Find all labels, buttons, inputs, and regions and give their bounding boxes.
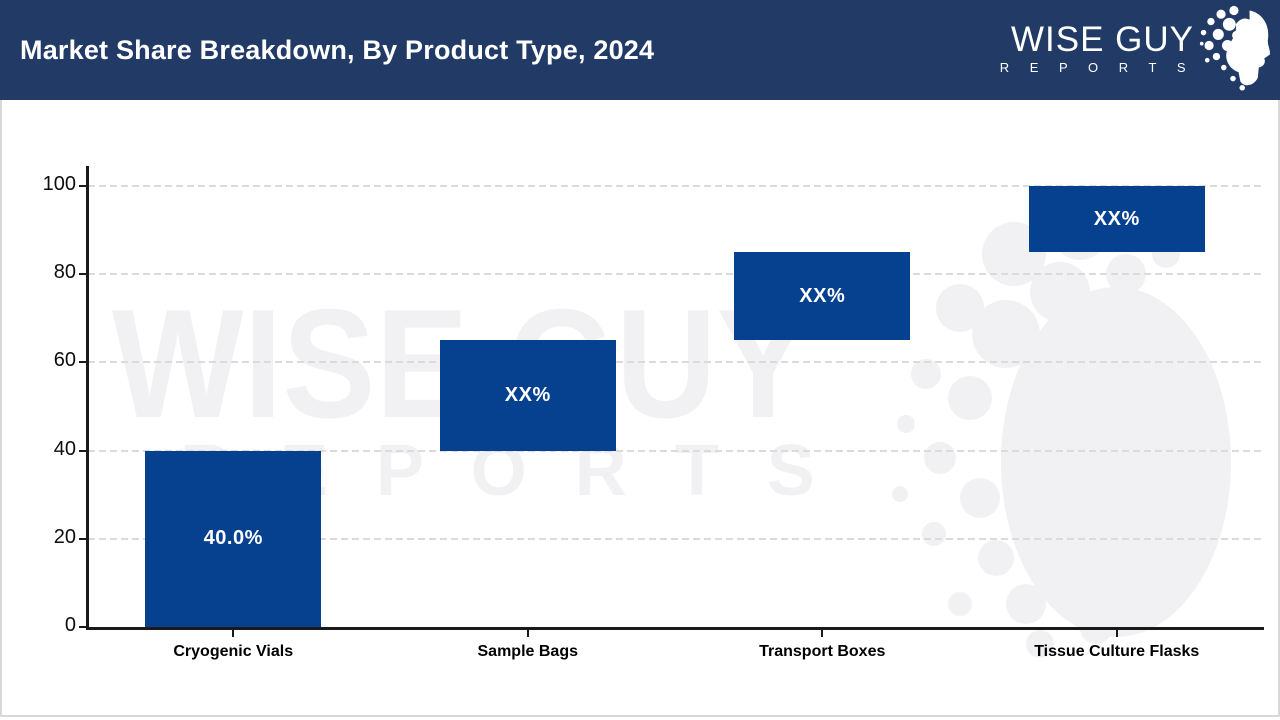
- x-category-label: Tissue Culture Flasks: [1034, 643, 1200, 660]
- y-tick-mark: [79, 449, 86, 452]
- y-tick-label: 80: [53, 261, 76, 284]
- bar-value-label: XX%: [799, 284, 846, 307]
- bar: XX%: [734, 252, 911, 341]
- bar: 40.0%: [145, 450, 322, 627]
- y-tick-label: 0: [64, 614, 76, 636]
- x-tick-mark: [821, 629, 824, 637]
- y-tick-mark: [79, 273, 86, 276]
- gridline: [88, 361, 1264, 364]
- chart-area: WISE GUY R E P O R T S 0 20 40 60 80 100 40.0%…: [0, 100, 1280, 717]
- gridline: [88, 273, 1264, 276]
- bar-value-label: XX%: [1093, 207, 1140, 230]
- y-tick-label: 40: [53, 437, 76, 460]
- x-category-label: Cryogenic Vials: [173, 643, 294, 660]
- x-tick-mark: [526, 629, 529, 637]
- y-tick-mark: [79, 537, 86, 540]
- x-category-label: Transport Boxes: [759, 643, 886, 660]
- y-tick-label: 20: [53, 525, 76, 548]
- header-bar: Market Share Breakdown, By Product Type,…: [0, 0, 1280, 100]
- bar-value-label: 40.0%: [203, 527, 263, 550]
- watermark-face-icon: [892, 212, 1231, 658]
- logo-face-icon: [1199, 5, 1270, 91]
- bar-value-label: XX%: [504, 383, 551, 406]
- x-tick-mark: [1115, 629, 1118, 637]
- logo: WISE GUY R E P O R T S: [1000, 0, 1270, 100]
- x-axis-line: [86, 627, 1264, 630]
- y-tick-mark: [79, 185, 86, 187]
- y-tick-label: 100: [42, 173, 76, 195]
- bar: XX%: [439, 340, 616, 451]
- gridline: [88, 185, 1264, 187]
- x-category-label: Sample Bags: [477, 643, 578, 660]
- logo-subtitle: R E P O R T S: [999, 60, 1194, 75]
- gridline: [88, 537, 1264, 540]
- y-tick-mark: [79, 361, 86, 364]
- logo-text: WISE GUY R E P O R T S: [1000, 21, 1194, 75]
- logo-wordmark: WISE GUY: [1010, 20, 1194, 59]
- bar: XX%: [1028, 186, 1205, 253]
- y-tick-mark: [79, 626, 86, 628]
- y-axis-line: [86, 166, 89, 629]
- page-title: Market Share Breakdown, By Product Type,…: [20, 34, 655, 65]
- gridline: [88, 449, 1264, 452]
- y-tick-label: 60: [53, 349, 76, 372]
- x-tick-mark: [232, 629, 235, 637]
